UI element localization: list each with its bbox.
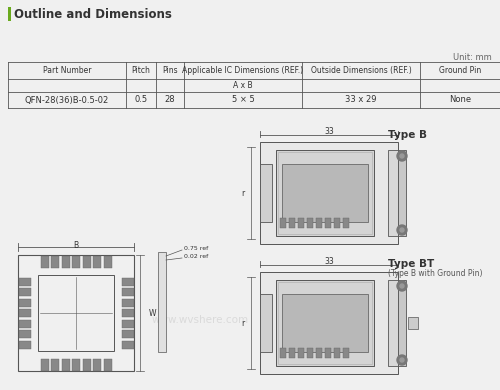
Bar bbox=[51, 256, 59, 268]
Bar bbox=[325, 348, 331, 358]
Circle shape bbox=[400, 154, 404, 158]
Text: (Type B with Ground Pin): (Type B with Ground Pin) bbox=[388, 269, 482, 278]
Bar bbox=[72, 359, 80, 371]
Bar bbox=[298, 218, 304, 228]
Bar bbox=[62, 359, 70, 371]
Circle shape bbox=[397, 355, 407, 365]
Bar bbox=[260, 294, 272, 352]
Circle shape bbox=[397, 281, 407, 291]
Bar bbox=[398, 150, 406, 236]
Bar bbox=[289, 218, 295, 228]
Bar bbox=[19, 330, 31, 338]
Text: www.wvshere.com: www.wvshere.com bbox=[152, 315, 248, 325]
Bar bbox=[298, 348, 304, 358]
Bar bbox=[278, 152, 372, 234]
Bar bbox=[280, 348, 286, 358]
Bar bbox=[282, 294, 368, 352]
Bar bbox=[122, 298, 134, 307]
Text: 0.5: 0.5 bbox=[134, 96, 147, 105]
Text: r: r bbox=[242, 188, 245, 197]
Text: Outside Dimensions (REF.): Outside Dimensions (REF.) bbox=[310, 66, 412, 75]
Bar bbox=[334, 348, 340, 358]
Circle shape bbox=[400, 358, 404, 362]
Bar bbox=[388, 280, 398, 366]
Bar bbox=[280, 218, 286, 228]
Text: www.wvshere.com: www.wvshere.com bbox=[262, 210, 358, 220]
Bar bbox=[82, 359, 90, 371]
Bar bbox=[122, 330, 134, 338]
Bar bbox=[316, 348, 322, 358]
Bar bbox=[51, 359, 59, 371]
Bar bbox=[82, 256, 90, 268]
Bar bbox=[19, 340, 31, 349]
Bar bbox=[104, 256, 112, 268]
Text: 28: 28 bbox=[164, 96, 175, 105]
Text: Applicable IC Dimensions (REF.): Applicable IC Dimensions (REF.) bbox=[182, 66, 304, 75]
Text: Pitch: Pitch bbox=[132, 66, 150, 75]
Text: None: None bbox=[449, 96, 471, 105]
Bar bbox=[260, 142, 398, 244]
Text: 33: 33 bbox=[324, 257, 334, 266]
Bar bbox=[334, 218, 340, 228]
Bar bbox=[398, 280, 406, 366]
Bar bbox=[104, 359, 112, 371]
Bar bbox=[316, 218, 322, 228]
Bar bbox=[40, 256, 48, 268]
Text: 33 x 29: 33 x 29 bbox=[345, 96, 377, 105]
Bar bbox=[19, 278, 31, 285]
Circle shape bbox=[400, 284, 404, 288]
Text: A x B: A x B bbox=[233, 81, 253, 90]
Bar bbox=[122, 319, 134, 328]
Text: 0.75 ref: 0.75 ref bbox=[184, 246, 208, 252]
Text: 5 × 5: 5 × 5 bbox=[232, 96, 254, 105]
Text: 33: 33 bbox=[324, 128, 334, 136]
Bar bbox=[388, 150, 398, 236]
Bar bbox=[122, 278, 134, 285]
Bar bbox=[72, 256, 80, 268]
Text: W: W bbox=[149, 308, 156, 317]
Bar bbox=[122, 340, 134, 349]
Bar bbox=[408, 317, 418, 329]
Bar bbox=[278, 282, 372, 364]
Text: B: B bbox=[74, 241, 78, 250]
Bar bbox=[282, 164, 368, 222]
Text: Unit: mm: Unit: mm bbox=[453, 53, 492, 62]
Bar bbox=[93, 256, 101, 268]
Text: QFN-28(36)B-0.5-02: QFN-28(36)B-0.5-02 bbox=[25, 96, 109, 105]
Bar bbox=[18, 255, 134, 371]
Bar bbox=[307, 348, 313, 358]
Circle shape bbox=[400, 228, 404, 232]
Circle shape bbox=[397, 225, 407, 235]
Text: 0.02 ref: 0.02 ref bbox=[184, 255, 208, 259]
Bar bbox=[276, 280, 374, 366]
Bar bbox=[19, 288, 31, 296]
Text: Part Number: Part Number bbox=[43, 66, 91, 75]
Bar bbox=[40, 359, 48, 371]
Bar bbox=[8, 7, 11, 21]
Bar bbox=[260, 164, 272, 222]
Bar bbox=[38, 275, 114, 351]
Circle shape bbox=[397, 151, 407, 161]
Text: Outline and Dimensions: Outline and Dimensions bbox=[14, 7, 172, 21]
Text: Pins: Pins bbox=[162, 66, 178, 75]
Bar bbox=[307, 218, 313, 228]
Text: Type B: Type B bbox=[388, 130, 427, 140]
Bar bbox=[289, 348, 295, 358]
Bar bbox=[122, 288, 134, 296]
Bar bbox=[260, 272, 398, 374]
Text: Type BT: Type BT bbox=[388, 259, 434, 269]
Bar bbox=[19, 298, 31, 307]
Text: Ground Pin: Ground Pin bbox=[439, 66, 481, 75]
Bar bbox=[325, 218, 331, 228]
Bar bbox=[343, 218, 349, 228]
Bar bbox=[343, 348, 349, 358]
Bar bbox=[62, 256, 70, 268]
Bar bbox=[122, 309, 134, 317]
Bar bbox=[158, 252, 166, 352]
Bar bbox=[93, 359, 101, 371]
Text: r: r bbox=[242, 319, 245, 328]
Bar bbox=[19, 319, 31, 328]
Bar bbox=[19, 309, 31, 317]
Bar bbox=[276, 150, 374, 236]
